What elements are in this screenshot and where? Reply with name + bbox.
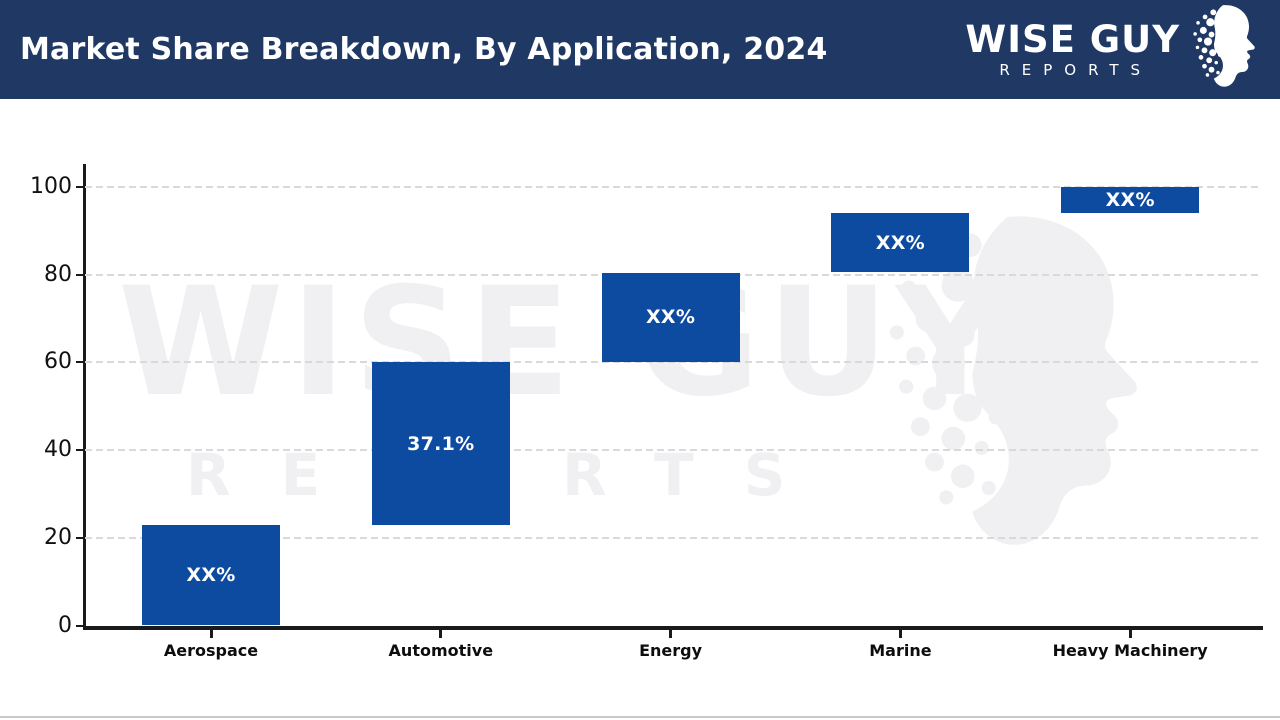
watermark-head-profile-dots-icon bbox=[852, 205, 1182, 577]
category-label: Marine bbox=[869, 641, 932, 660]
gridline bbox=[85, 449, 1262, 452]
bar-segment: XX% bbox=[831, 212, 970, 273]
x-tick-mark bbox=[898, 630, 902, 638]
y-tick-label: 20 bbox=[44, 524, 72, 550]
gridline bbox=[85, 361, 1262, 364]
x-tick-mark bbox=[209, 630, 213, 638]
gridline bbox=[85, 186, 1262, 188]
logo-subtitle: REPORTS bbox=[999, 61, 1153, 79]
bar-segment: XX% bbox=[142, 525, 280, 626]
category-label: Automotive bbox=[388, 641, 494, 660]
gridline bbox=[85, 536, 1262, 539]
category-label: Aerospace bbox=[163, 641, 259, 660]
bar-value-label: 37.1% bbox=[407, 432, 475, 455]
x-tick-mark bbox=[669, 630, 673, 638]
bar-value-label: XX% bbox=[645, 306, 696, 329]
y-tick-mark bbox=[76, 361, 84, 364]
x-tick-mark bbox=[1128, 630, 1132, 638]
head-profile-dots-icon bbox=[1184, 4, 1266, 96]
x-tick-mark bbox=[439, 630, 443, 638]
bottom-divider bbox=[0, 716, 1280, 718]
brand-logo-text: WISE GUY REPORTS bbox=[965, 21, 1180, 78]
logo-wordmark: WISE GUY bbox=[965, 18, 1180, 61]
bar-value-label: XX% bbox=[875, 231, 926, 254]
brand-logo: WISE GUY REPORTS bbox=[965, 4, 1266, 96]
y-tick-label: 40 bbox=[44, 437, 72, 463]
y-tick-label: 100 bbox=[30, 174, 72, 199]
bar-segment: XX% bbox=[1061, 187, 1200, 213]
y-tick-mark bbox=[76, 449, 84, 452]
watermark-subtitle: REPORTS bbox=[186, 441, 836, 509]
header-bar: Market Share Breakdown, By Application, … bbox=[0, 0, 1280, 99]
bar-value-label: XX% bbox=[186, 564, 236, 587]
y-axis-spine bbox=[83, 164, 86, 630]
y-tick-mark bbox=[76, 273, 84, 276]
bar-segment: XX% bbox=[601, 272, 740, 363]
y-tick-mark bbox=[76, 624, 84, 627]
category-label: Energy bbox=[639, 641, 703, 660]
y-tick-label: 60 bbox=[44, 349, 72, 375]
x-axis-spine bbox=[83, 626, 1263, 630]
watermark-wordmark: WISE GUY bbox=[118, 256, 1012, 430]
bar-segment: 37.1% bbox=[371, 362, 510, 526]
y-tick-label: 0 bbox=[58, 612, 72, 638]
y-tick-mark bbox=[76, 536, 84, 539]
bar-value-label: XX% bbox=[1105, 188, 1155, 211]
category-label: Heavy Machinery bbox=[1052, 641, 1208, 660]
y-tick-mark bbox=[76, 186, 84, 188]
y-tick-label: 80 bbox=[44, 261, 72, 287]
page-title: Market Share Breakdown, By Application, … bbox=[20, 32, 828, 67]
